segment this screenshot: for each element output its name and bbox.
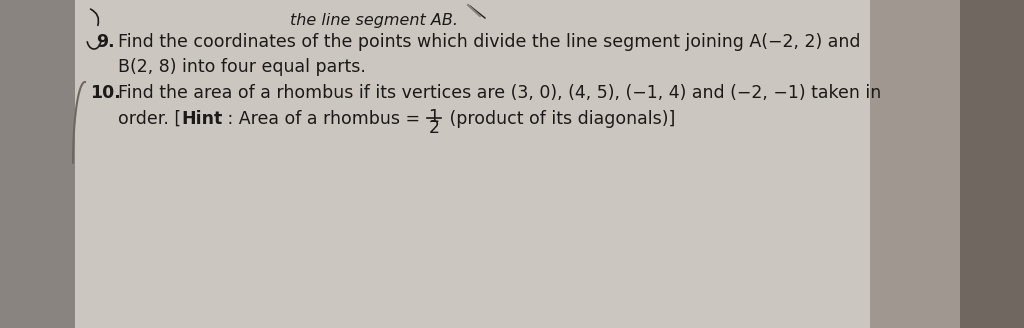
Text: 1: 1	[428, 108, 439, 126]
Text: Find the coordinates of the points which divide the line segment joining A(−2, 2: Find the coordinates of the points which…	[118, 33, 860, 51]
Text: 9.: 9.	[96, 33, 115, 51]
Polygon shape	[0, 0, 100, 328]
Text: 10.: 10.	[90, 84, 121, 102]
Text: 2: 2	[428, 119, 439, 137]
Bar	[870, 0, 1024, 328]
Bar	[961, 0, 1024, 328]
Text: Find the area of a rhombus if its vertices are (3, 0), (4, 5), (−1, 4) and (−2, : Find the area of a rhombus if its vertic…	[118, 84, 882, 102]
Text: Hint: Hint	[181, 110, 222, 128]
Bar	[75, 0, 945, 328]
Text: B(2, 8) into four equal parts.: B(2, 8) into four equal parts.	[118, 58, 366, 76]
Text: : Area of a rhombus =: : Area of a rhombus =	[222, 110, 426, 128]
Text: order. [: order. [	[118, 110, 181, 128]
Text: the line segment AB.: the line segment AB.	[290, 13, 458, 28]
Text: (product of its diagonals)]: (product of its diagonals)]	[444, 110, 676, 128]
